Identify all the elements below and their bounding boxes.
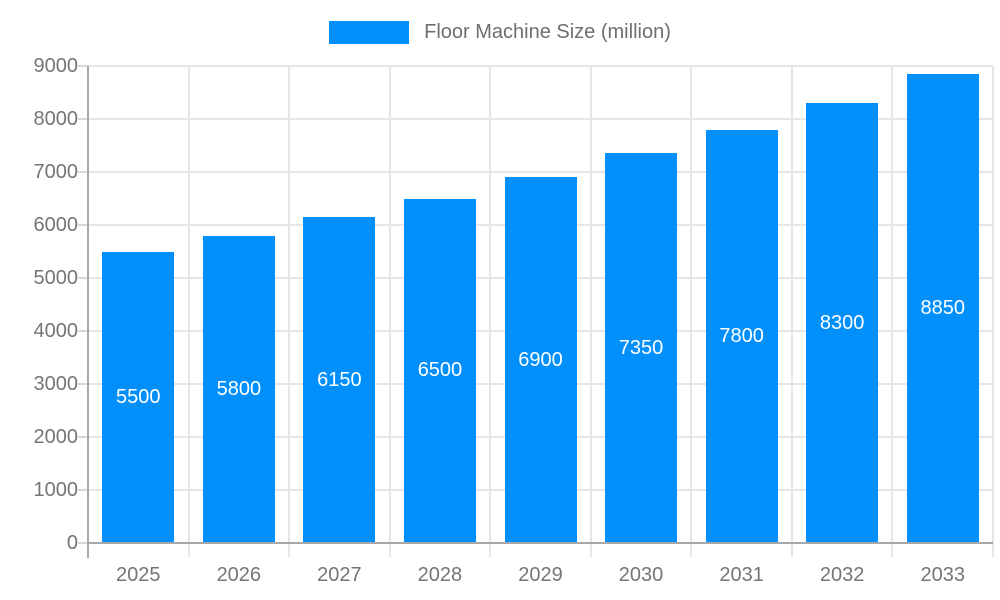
bar: 6150 xyxy=(303,217,376,543)
x-axis-category-label: 2029 xyxy=(518,564,563,586)
x-axis-category-label: 2026 xyxy=(216,564,262,586)
y-axis-tick-label: 8000 xyxy=(33,108,79,130)
gridline-vertical xyxy=(589,66,592,557)
x-axis-category-label: 2030 xyxy=(618,564,664,586)
x-axis-category-label: 2025 xyxy=(116,564,161,586)
y-axis-tick xyxy=(78,542,88,544)
bar: 8850 xyxy=(906,73,979,543)
y-axis-tick xyxy=(78,277,88,279)
y-axis-tick-label: 7000 xyxy=(33,161,79,183)
gridline-vertical xyxy=(288,66,291,557)
gridline-vertical xyxy=(891,66,894,557)
gridline-vertical xyxy=(187,66,190,557)
y-axis-tick xyxy=(78,436,88,438)
x-axis-category-label: 2033 xyxy=(920,564,965,586)
bar-value-label: 5800 xyxy=(216,377,262,400)
y-axis-tick xyxy=(78,489,88,491)
bar-value-label: 6900 xyxy=(518,348,563,371)
y-axis-line xyxy=(87,66,89,558)
bar-value-label: 6150 xyxy=(317,368,362,391)
gridline-vertical xyxy=(388,66,391,557)
bar-value-label: 8850 xyxy=(920,296,965,319)
y-axis-tick-label: 1000 xyxy=(33,479,79,501)
y-axis-tick xyxy=(78,330,88,332)
y-axis-tick xyxy=(78,65,88,67)
legend: Floor Machine Size (million) xyxy=(0,18,1000,46)
bar: 6500 xyxy=(403,198,476,543)
gridline-vertical xyxy=(489,66,492,557)
bar: 6900 xyxy=(504,177,577,543)
y-axis-tick xyxy=(78,171,88,173)
bar-value-label: 5500 xyxy=(116,385,161,408)
x-axis-line xyxy=(88,542,993,544)
y-axis-tick xyxy=(78,383,88,385)
y-axis-tick-label: 9000 xyxy=(33,55,79,77)
gridline-vertical xyxy=(992,66,994,557)
bar: 5500 xyxy=(102,251,175,543)
bar-value-label: 7350 xyxy=(618,336,664,359)
legend-swatch xyxy=(329,20,410,44)
y-axis-tick-label: 2000 xyxy=(33,426,79,448)
bar-value-label: 7800 xyxy=(719,324,764,347)
x-axis-category-label: 2031 xyxy=(719,564,764,586)
y-axis-tick-label: 4000 xyxy=(33,320,79,342)
x-axis-category-label: 2032 xyxy=(819,564,865,586)
gridline-horizontal xyxy=(88,171,993,173)
y-axis-tick xyxy=(78,118,88,120)
y-axis-tick xyxy=(78,224,88,226)
bar-value-label: 8300 xyxy=(819,311,865,334)
bar: 8300 xyxy=(806,103,879,543)
x-axis-category-label: 2027 xyxy=(317,564,362,586)
y-axis-tick-label: 5000 xyxy=(33,267,79,289)
bar-value-label: 6500 xyxy=(417,359,463,382)
y-axis-tick-label: 0 xyxy=(66,532,78,554)
legend-label: Floor Machine Size (million) xyxy=(424,20,671,43)
gridline-vertical xyxy=(690,66,693,557)
gridline-horizontal xyxy=(88,118,993,120)
bar: 7350 xyxy=(605,153,678,543)
bar: 5800 xyxy=(202,235,275,543)
gridline-horizontal xyxy=(88,65,993,67)
gridline-vertical xyxy=(790,66,793,557)
x-axis-category-label: 2028 xyxy=(417,564,463,586)
y-axis-tick-label: 6000 xyxy=(33,214,79,236)
y-axis-tick-label: 3000 xyxy=(33,373,79,395)
bar: 7800 xyxy=(705,129,778,543)
